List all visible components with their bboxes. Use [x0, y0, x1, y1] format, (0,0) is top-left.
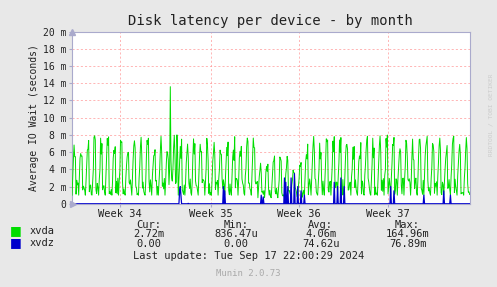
Text: 76.89m: 76.89m: [389, 239, 426, 249]
Text: Munin 2.0.73: Munin 2.0.73: [216, 269, 281, 278]
Y-axis label: Average IO Wait (seconds): Average IO Wait (seconds): [29, 44, 39, 191]
Text: ■: ■: [10, 224, 22, 238]
Text: 0.00: 0.00: [224, 239, 248, 249]
Text: 74.62u: 74.62u: [302, 239, 339, 249]
Text: RRDTOOL / TOBI OETIKER: RRDTOOL / TOBI OETIKER: [488, 73, 493, 156]
Text: 164.96m: 164.96m: [386, 229, 429, 239]
Text: Last update: Tue Sep 17 22:00:29 2024: Last update: Tue Sep 17 22:00:29 2024: [133, 251, 364, 261]
Text: xvdz: xvdz: [30, 238, 55, 247]
Text: 2.72m: 2.72m: [134, 229, 165, 239]
Text: 4.06m: 4.06m: [305, 229, 336, 239]
Text: Cur:: Cur:: [137, 220, 162, 230]
Text: Max:: Max:: [395, 220, 420, 230]
Text: Min:: Min:: [224, 220, 248, 230]
Text: Avg:: Avg:: [308, 220, 333, 230]
Text: 0.00: 0.00: [137, 239, 162, 249]
Text: ■: ■: [10, 236, 22, 249]
Text: xvda: xvda: [30, 226, 55, 236]
Title: Disk latency per device - by month: Disk latency per device - by month: [129, 13, 413, 28]
Text: 836.47u: 836.47u: [214, 229, 258, 239]
